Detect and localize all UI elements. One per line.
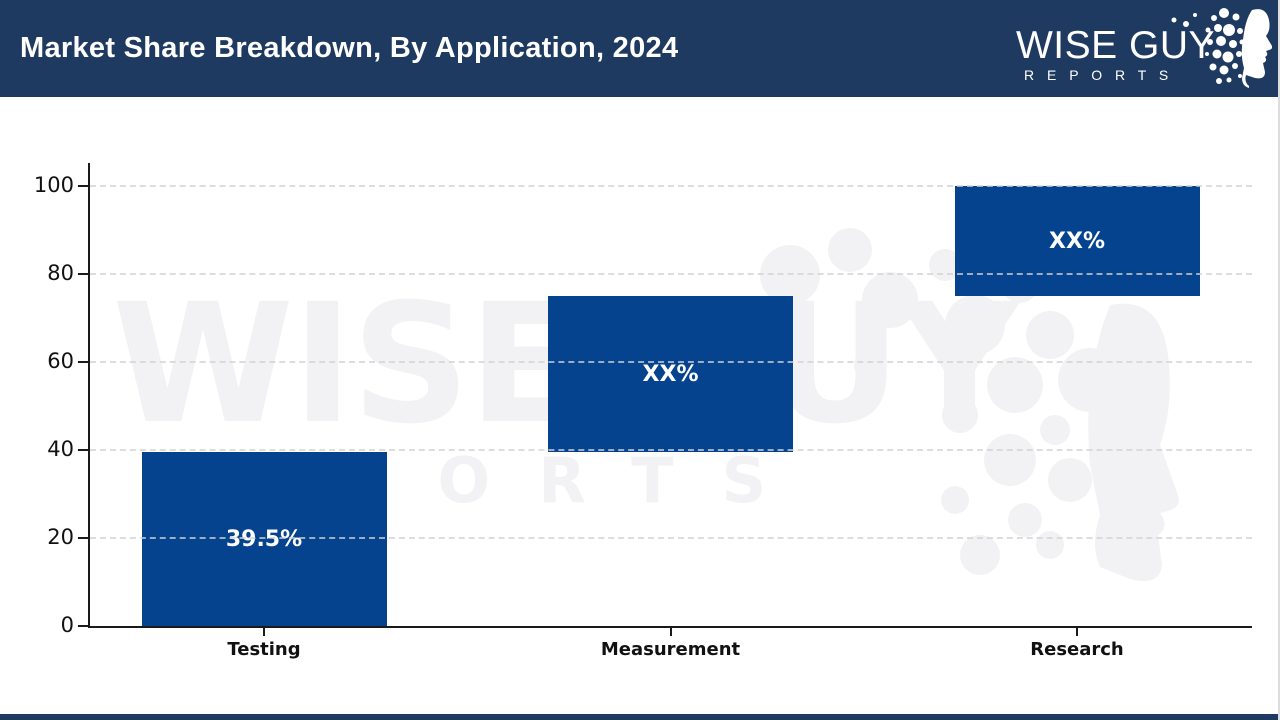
header-bar: Market Share Breakdown, By Application, … [0,0,1278,97]
bar-measurement: XX% [548,296,793,453]
y-tick-0 [78,625,89,627]
y-tick-100 [78,185,89,187]
dotted-face-icon [1171,8,1272,88]
wise-guy-reports-logo: WISE GUY R E P O R T S [1016,8,1272,88]
logo-text-line1: WISE GUY [1016,24,1215,67]
y-tick-label-0: 0 [60,613,74,637]
gridline-20 [90,537,1252,539]
y-tick-label-80: 80 [47,261,74,285]
bar-value-label: XX% [1049,228,1105,254]
x-tick-label-measurement: Measurement [600,639,741,660]
page-title: Market Share Breakdown, By Application, … [20,32,679,64]
logo-text-line2: R E P O R T S [1024,67,1173,83]
y-tick-label-20: 20 [47,525,74,549]
footer-bar [0,714,1278,720]
y-tick-label-100: 100 [33,173,74,197]
y-axis-line [88,163,90,628]
y-tick-label-60: 60 [47,349,74,373]
y-tick-20 [78,537,89,539]
bar-research: XX% [954,186,1200,296]
bar-value-label: 39.5% [225,526,303,552]
gridline-100 [90,185,1252,187]
x-tick-research [1076,627,1078,636]
x-tick-label-research: Research [1030,639,1124,660]
bar-value-label: XX% [642,361,699,387]
bar-testing: 39.5% [141,452,387,626]
y-tick-label-40: 40 [47,437,74,461]
y-tick-80 [78,273,89,275]
y-tick-40 [78,449,89,451]
x-tick-label-testing: Testing [227,639,301,660]
x-tick-testing [263,627,265,636]
gridline-60 [90,361,1252,363]
x-axis-line [88,626,1252,628]
gridline-80 [90,273,1252,275]
x-tick-measurement [669,627,672,636]
gridline-40 [90,449,1252,451]
y-tick-60 [78,361,89,363]
